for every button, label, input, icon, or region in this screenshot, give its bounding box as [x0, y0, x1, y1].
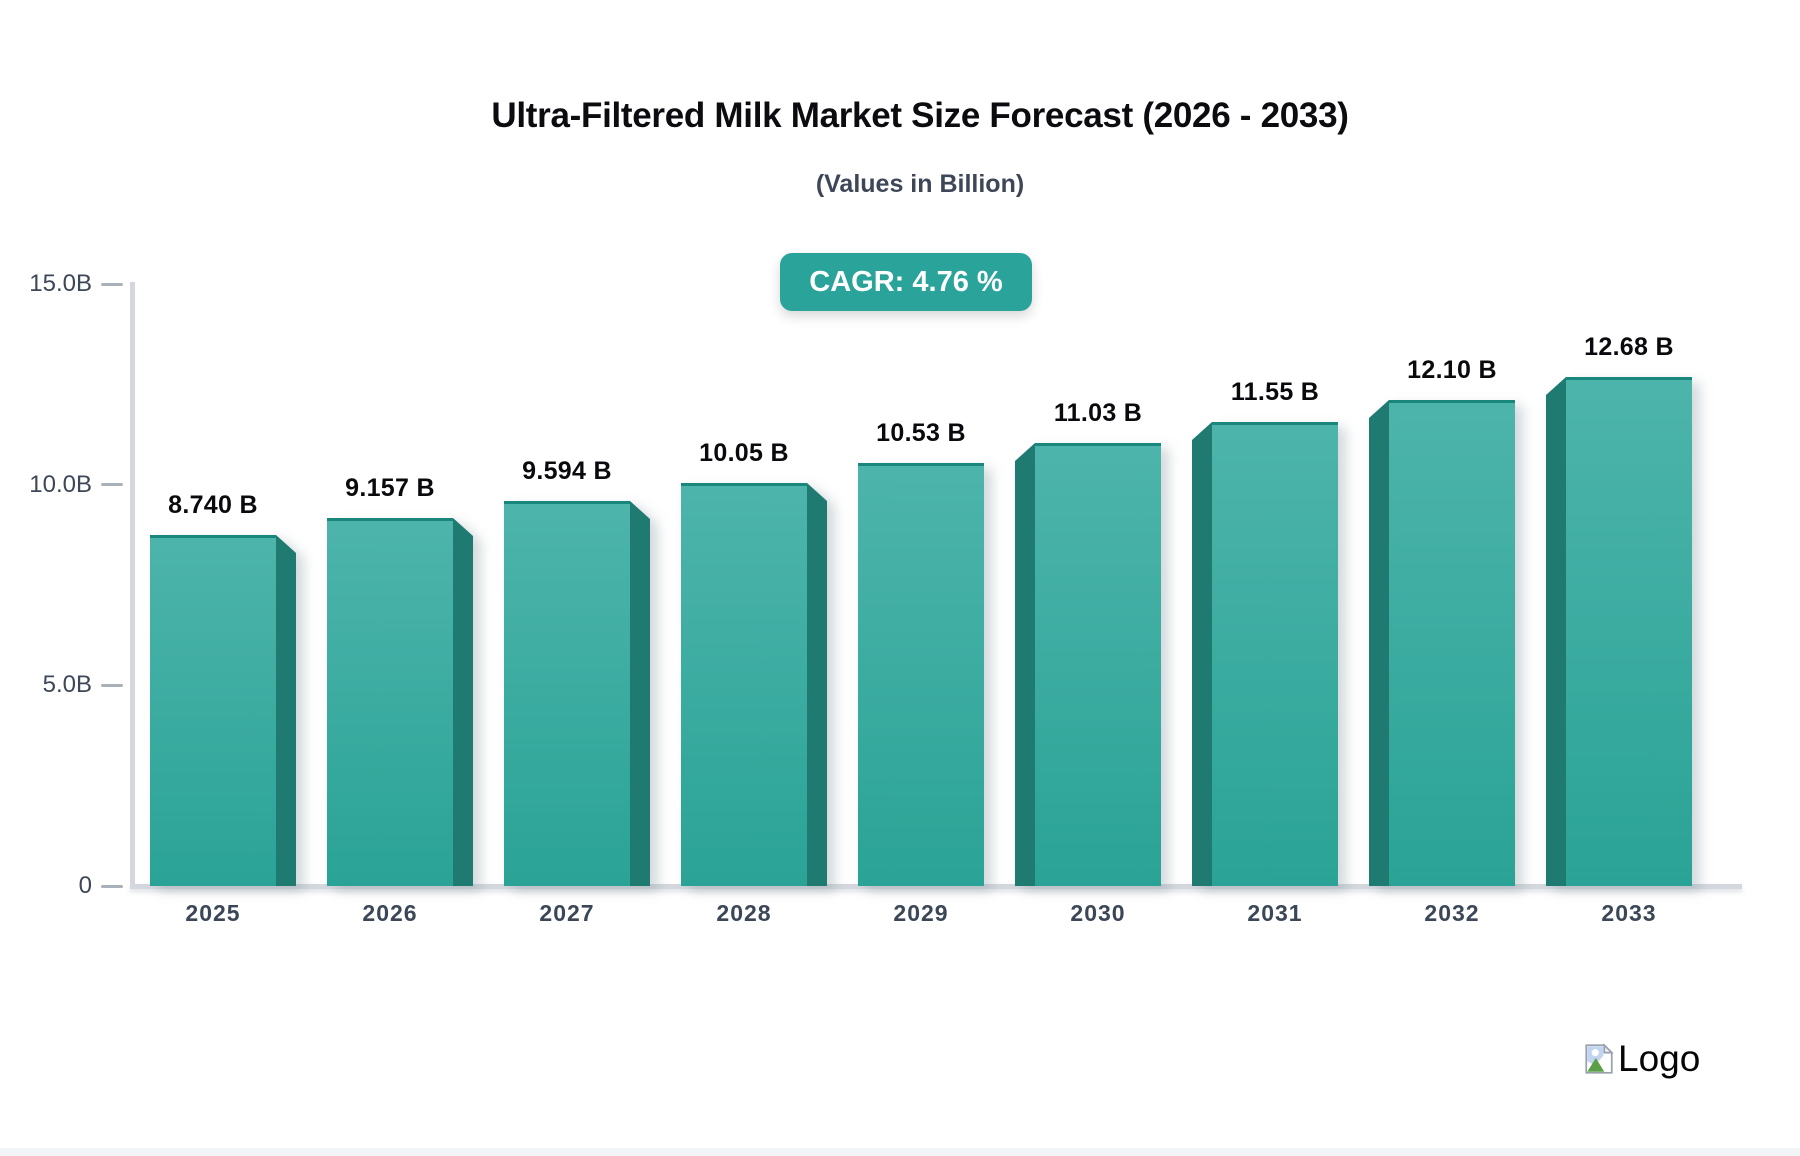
bar-3d-bevel	[1192, 422, 1212, 440]
bar	[327, 518, 473, 886]
y-axis-tick	[101, 282, 123, 286]
bar	[1369, 400, 1515, 886]
broken-image-icon	[1585, 1042, 1614, 1074]
x-axis-label: 2029	[893, 900, 949, 926]
bar-3d-side	[276, 553, 296, 886]
bar-3d-side	[630, 519, 650, 886]
bottom-strip	[0, 1148, 1800, 1156]
bar-3d-side	[1546, 395, 1566, 886]
bar-3d-side	[453, 536, 473, 886]
bar-3d-bevel	[1546, 377, 1566, 395]
bar-value-label: 11.55 B	[1230, 378, 1320, 406]
bar-value-label: 11.03 B	[1053, 399, 1143, 427]
x-axis-line	[130, 884, 1742, 889]
x-axis-label: 2027	[539, 900, 595, 926]
x-axis-label: 2028	[716, 900, 772, 926]
logo: Logo	[1582, 1040, 1700, 1077]
bar-3d-bevel	[630, 501, 650, 519]
bar-face	[327, 518, 453, 886]
bar-face	[858, 463, 984, 886]
y-axis-line	[130, 282, 135, 889]
y-axis-tick-label: 5.0B	[42, 671, 92, 699]
y-axis-tick-label: 0	[78, 872, 92, 899]
bar-value-label: 10.53 B	[876, 419, 966, 447]
y-axis-tick-label: 10.0B	[29, 470, 92, 498]
bar	[858, 463, 984, 886]
bar-value-label: 8.740 B	[168, 491, 258, 519]
x-axis-label: 2025	[185, 900, 241, 926]
bar	[1015, 443, 1161, 886]
x-axis-label: 2030	[1070, 900, 1126, 926]
bar-face	[1389, 400, 1515, 886]
cagr-badge-label: CAGR: 4.76 %	[809, 265, 1003, 298]
x-axis-label: 2033	[1601, 900, 1657, 926]
bar-3d-side	[1015, 461, 1035, 886]
bar-3d-bevel	[276, 535, 296, 553]
bar	[681, 483, 827, 886]
bar-face	[150, 535, 276, 886]
bar-face	[1566, 377, 1692, 886]
bar-3d-bevel	[1369, 400, 1389, 418]
bar-3d-side	[1192, 440, 1212, 886]
bar-3d-side	[1369, 418, 1389, 886]
cagr-badge: CAGR: 4.76 %	[780, 253, 1032, 311]
y-axis-tick	[101, 683, 123, 687]
y-axis-tick	[101, 483, 123, 487]
bar-value-label: 10.05 B	[699, 439, 789, 467]
bar-value-label: 12.10 B	[1407, 356, 1497, 384]
x-axis-label: 2026	[362, 900, 418, 926]
bar-value-label: 12.68 B	[1584, 333, 1674, 361]
x-axis-label: 2031	[1247, 900, 1303, 926]
bar-3d-bevel	[1015, 443, 1035, 461]
bar-face	[1035, 443, 1161, 886]
bar-face	[1212, 422, 1338, 886]
logo-alt-text: Logo	[1618, 1038, 1701, 1079]
x-axis-label: 2032	[1424, 900, 1480, 926]
chart-title: Ultra-Filtered Milk Market Size Forecast…	[491, 96, 1349, 135]
chart-subtitle: (Values in Billion)	[815, 170, 1025, 198]
y-axis-tick-label: 15.0B	[29, 270, 92, 297]
bar	[504, 501, 650, 886]
bar-face	[681, 483, 807, 886]
bar-face	[504, 501, 630, 886]
bar-3d-bevel	[807, 483, 827, 501]
bar-3d-bevel	[453, 518, 473, 536]
bar-3d-side	[807, 501, 827, 886]
bar	[1192, 422, 1338, 886]
bar-value-label: 9.157 B	[345, 474, 435, 502]
bar-value-label: 9.594 B	[522, 457, 612, 485]
bar	[1546, 377, 1692, 886]
bar	[150, 535, 296, 886]
y-axis-tick	[101, 884, 123, 888]
